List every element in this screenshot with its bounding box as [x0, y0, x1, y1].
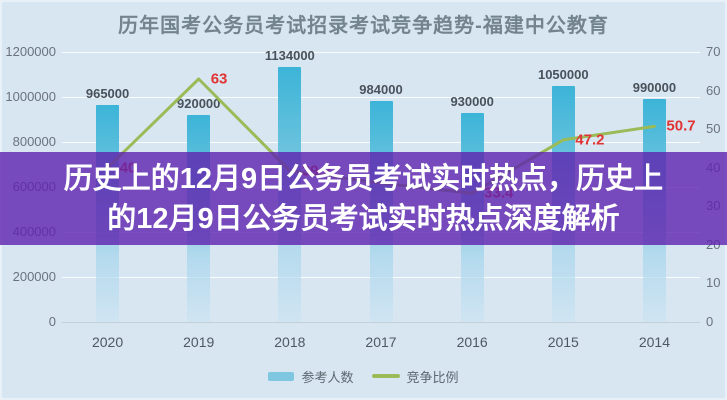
legend-label: 参考人数 — [301, 369, 354, 385]
y2-axis-tick-label: 60 — [706, 82, 721, 98]
bar-value-label: 984000 — [359, 81, 403, 97]
y-axis-tick-label: 0 — [48, 314, 56, 329]
y2-axis-tick-label: 70 — [706, 44, 721, 59]
y-axis-tick-label: 200000 — [12, 269, 56, 284]
legend-item-competition-ratio[interactable]: 竞争比例 — [371, 367, 459, 386]
x-axis-label-2018: 2018 — [274, 334, 306, 350]
chart-title: 历年国考公务员考试招录考试竞争趋势-福建中公教育 — [118, 15, 609, 37]
bar-value-label: 1050000 — [537, 66, 589, 82]
legend-item-participants[interactable]: 参考人数 — [268, 367, 354, 386]
bar-value-label: 1134000 — [264, 47, 315, 63]
x-axis-label-2014: 2014 — [638, 334, 670, 350]
x-axis-label-2020: 2020 — [91, 334, 124, 350]
x-axis-label-2017: 2017 — [365, 334, 397, 350]
legend-label: 竞争比例 — [406, 369, 459, 385]
y-axis-tick-label: 1200000 — [5, 44, 56, 59]
x-axis-label-2015: 2015 — [547, 334, 579, 350]
y2-axis-tick-label: 10 — [706, 275, 721, 291]
gridline — [62, 96, 700, 98]
line-value-label: 63 — [210, 70, 228, 88]
headline-line-2: 的12月9日公务员考试实时热点深度解析 — [107, 202, 620, 235]
headline-line-1: 历史上的12月9日公务员考试实时热点，历史上 — [63, 162, 664, 195]
bar-value-label: 930000 — [450, 93, 494, 109]
y-axis-tick-label: 800000 — [12, 134, 56, 149]
bar-value-label: 965000 — [85, 85, 130, 101]
chart-legend: 参考人数 竞争比例 — [0, 366, 727, 386]
line-value-label: 47.2 — [575, 131, 605, 149]
line-value-label: 50.7 — [666, 117, 696, 135]
gridline — [62, 321, 700, 323]
y2-axis-tick-label: 50 — [706, 121, 721, 137]
y-axis-tick-label: 1000000 — [5, 89, 56, 104]
bar-series-swatch-icon — [268, 371, 295, 381]
x-axis-label-2019: 2019 — [183, 334, 215, 350]
bar-value-label: 920000 — [177, 96, 221, 111]
bar-value-label: 990000 — [632, 80, 677, 96]
x-axis-label-2016: 2016 — [456, 334, 488, 350]
y2-axis-tick-label: 0 — [706, 314, 714, 329]
headline-overlay: 历史上的12月9日公务员考试实时热点，历史上 的12月9日公务员考试实时热点深度… — [0, 152, 727, 245]
line-series-swatch-icon — [371, 374, 400, 378]
gridline — [62, 51, 700, 53]
